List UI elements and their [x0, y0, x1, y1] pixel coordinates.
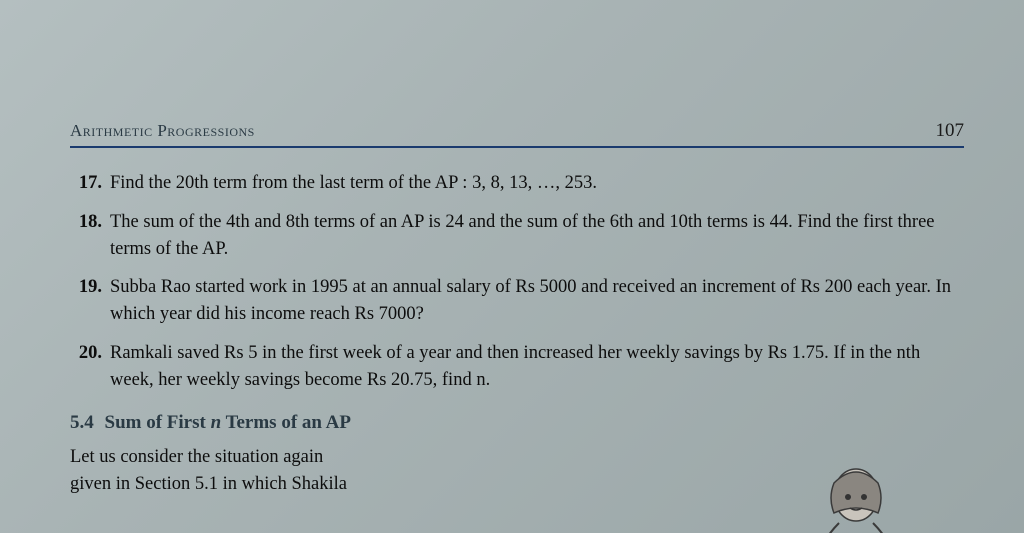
problem-item: 18. The sum of the 4th and 8th terms of … [70, 209, 964, 263]
section-title-var: n [211, 412, 222, 433]
page-header: Arithmetic Progressions 107 [70, 120, 964, 148]
problem-number: 19. [70, 274, 110, 328]
section-number: 5.4 [70, 412, 94, 433]
problem-number: 18. [70, 209, 110, 263]
chapter-title: Arithmetic Progressions [70, 121, 255, 141]
body-line: Let us consider the situation again [70, 444, 490, 471]
problem-list: 17. Find the 20th term from the last ter… [70, 170, 964, 394]
section-title-prefix: Sum of First [105, 412, 211, 433]
section-heading: 5.4 Sum of First n Terms of an AP [70, 412, 964, 434]
problem-text: Subba Rao started work in 1995 at an ann… [110, 274, 964, 328]
section-title-suffix: Terms of an AP [221, 412, 351, 433]
person-illustration [794, 453, 914, 533]
body-paragraph: Let us consider the situation again give… [70, 444, 490, 498]
person-icon [794, 453, 914, 533]
problem-item: 20. Ramkali saved Rs 5 in the first week… [70, 340, 964, 394]
problem-text: Find the 20th term from the last term of… [110, 170, 964, 197]
problem-text: The sum of the 4th and 8th terms of an A… [110, 209, 964, 263]
problem-text: Ramkali saved Rs 5 in the first week of … [110, 340, 964, 394]
page-number: 107 [936, 120, 965, 142]
problem-number: 17. [70, 170, 110, 197]
problem-item: 19. Subba Rao started work in 1995 at an… [70, 274, 964, 328]
problem-item: 17. Find the 20th term from the last ter… [70, 170, 964, 197]
problem-number: 20. [70, 340, 110, 394]
body-line: given in Section 5.1 in which Shakila [70, 471, 490, 498]
textbook-page: Arithmetic Progressions 107 17. Find the… [0, 0, 1024, 533]
